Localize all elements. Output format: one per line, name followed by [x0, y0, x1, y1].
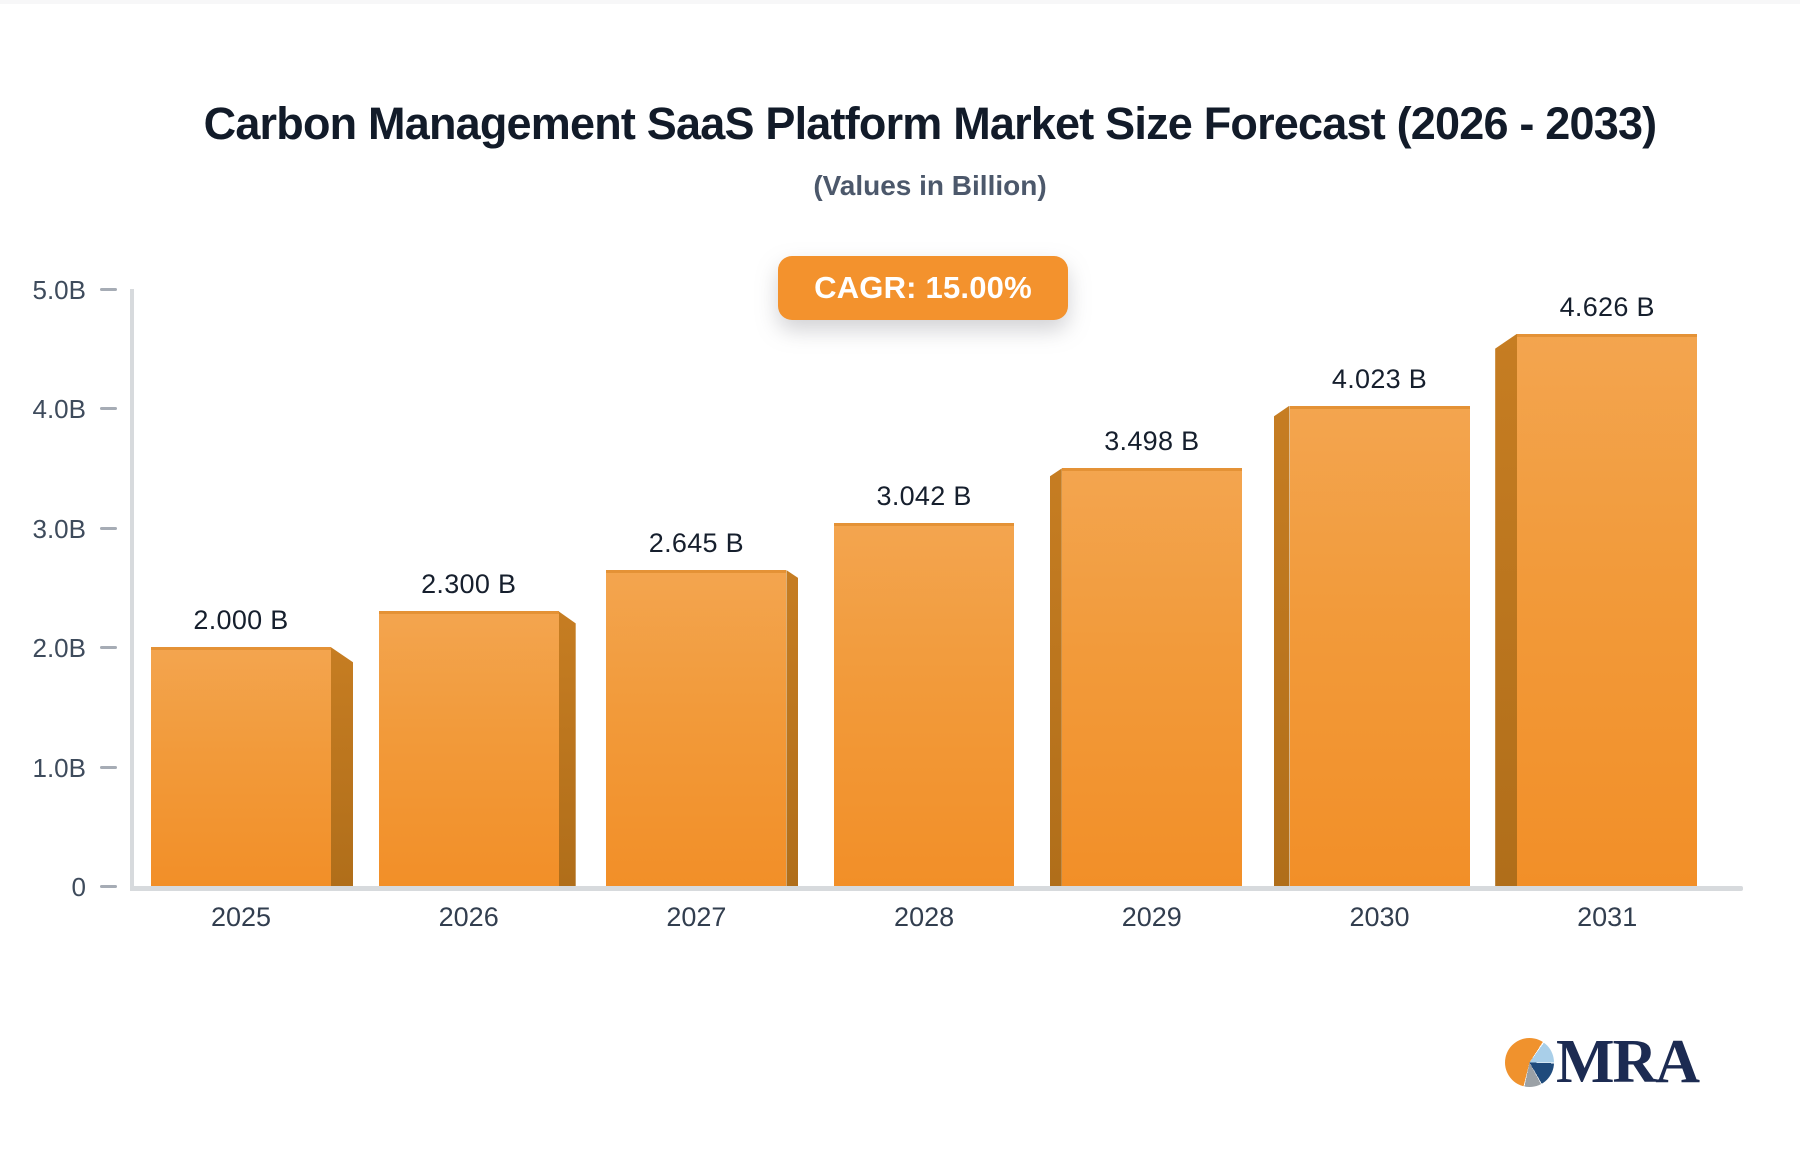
chart-subtitle: (Values in Billion): [813, 170, 1047, 201]
mra-logo: MRA: [1505, 1028, 1700, 1096]
y-tick-label: 4.0B: [32, 394, 87, 425]
bar-side-face: [1273, 405, 1290, 886]
bar-2025: [151, 647, 331, 886]
bar-2026: [378, 611, 559, 886]
bar-2029: [1061, 468, 1242, 886]
x-tick-label: 2026: [438, 902, 499, 932]
y-tick-label: 5.0B: [32, 275, 87, 305]
bar-2030: [1289, 405, 1470, 886]
bar-side-face: [558, 611, 576, 886]
bar-value-label: 2.000 B: [193, 605, 289, 636]
bar-value-label: 2.645 B: [648, 528, 744, 559]
logo-text: MRA: [1556, 1028, 1700, 1096]
bar-2027: [606, 570, 787, 886]
y-axis-line: [130, 289, 134, 891]
bar-value-label: 4.023 B: [1331, 363, 1428, 394]
bar-side-face: [1049, 468, 1062, 886]
x-tick-label: 2027: [666, 902, 727, 932]
bar-side-face: [786, 570, 799, 886]
y-tick-dash: [100, 526, 117, 530]
x-tick-label: 2028: [894, 902, 955, 932]
bar-value-label: 3.498 B: [1104, 426, 1200, 457]
x-tick-label: 2030: [1349, 902, 1410, 932]
x-axis-line: [130, 886, 1743, 891]
y-tick-label: 1.0B: [32, 752, 87, 783]
y-tick-dash: [100, 646, 117, 650]
cagr-badge: CAGR: 15.00%: [778, 256, 1068, 320]
pie-chart-icon: [1505, 1038, 1554, 1087]
y-tick-dash: [100, 407, 117, 411]
y-tick-label: 3.0B: [32, 513, 87, 544]
x-tick-label: 2025: [210, 902, 272, 932]
y-tick-dash: [100, 885, 117, 888]
bar-value-label: 2.300 B: [421, 569, 517, 600]
bar-value-label: 3.042 B: [876, 480, 972, 511]
y-tick-dash: [100, 288, 117, 291]
x-tick-label: 2029: [1121, 902, 1182, 932]
y-tick-label: 0: [71, 872, 86, 902]
bar-side-face: [331, 647, 353, 886]
y-tick-dash: [100, 765, 117, 769]
y-tick-label: 2.0B: [32, 633, 87, 664]
bar-value-label: 4.626 B: [1559, 291, 1655, 322]
bar-side-face: [1495, 333, 1518, 886]
page-top-border: [0, 0, 1800, 4]
chart-title: Carbon Management SaaS Platform Market S…: [203, 98, 1658, 149]
x-tick-label: 2031: [1577, 902, 1638, 932]
bar-2028: [834, 522, 1015, 886]
bar-2031: [1517, 333, 1698, 886]
cagr-badge-label: CAGR: 15.00%: [814, 270, 1032, 305]
